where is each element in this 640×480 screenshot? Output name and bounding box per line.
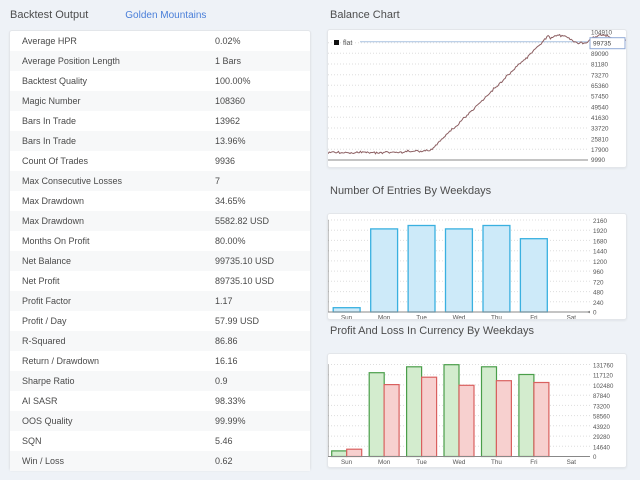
svg-text:1200: 1200 bbox=[593, 258, 608, 265]
svg-text:Thu: Thu bbox=[491, 314, 502, 320]
svg-text:102480: 102480 bbox=[593, 382, 614, 389]
svg-text:960: 960 bbox=[593, 269, 604, 276]
svg-text:Sun: Sun bbox=[341, 459, 353, 466]
svg-text:33720: 33720 bbox=[591, 126, 609, 133]
svg-text:58560: 58560 bbox=[593, 413, 611, 420]
svg-text:Tue: Tue bbox=[416, 314, 427, 320]
svg-text:104910: 104910 bbox=[591, 30, 613, 37]
svg-text:Sat: Sat bbox=[567, 459, 577, 466]
svg-text:14640: 14640 bbox=[593, 444, 611, 451]
svg-text:2160: 2160 bbox=[593, 218, 608, 225]
svg-text:43920: 43920 bbox=[593, 423, 611, 430]
svg-text:49540: 49540 bbox=[591, 104, 609, 111]
svg-text:Mon: Mon bbox=[378, 459, 391, 466]
svg-text:17900: 17900 bbox=[591, 147, 609, 154]
svg-text:89090: 89090 bbox=[591, 51, 609, 58]
svg-text:0: 0 bbox=[593, 454, 597, 461]
svg-text:720: 720 bbox=[593, 279, 604, 286]
svg-text:29280: 29280 bbox=[593, 434, 611, 441]
svg-text:73200: 73200 bbox=[593, 403, 611, 410]
svg-text:1680: 1680 bbox=[593, 238, 608, 245]
svg-text:Wed: Wed bbox=[453, 459, 466, 466]
svg-text:Fri: Fri bbox=[530, 459, 537, 466]
svg-text:81180: 81180 bbox=[591, 62, 609, 69]
svg-text:25810: 25810 bbox=[591, 136, 609, 143]
svg-text:99735: 99735 bbox=[593, 41, 611, 48]
svg-text:Mon: Mon bbox=[378, 314, 391, 320]
svg-text:0: 0 bbox=[593, 309, 597, 316]
svg-text:73270: 73270 bbox=[591, 72, 609, 79]
svg-text:Sun: Sun bbox=[341, 314, 353, 320]
svg-text:Sat: Sat bbox=[567, 314, 577, 320]
svg-text:9990: 9990 bbox=[591, 157, 606, 164]
svg-text:41630: 41630 bbox=[591, 115, 609, 122]
svg-text:240: 240 bbox=[593, 299, 604, 306]
svg-text:57450: 57450 bbox=[591, 94, 609, 101]
svg-text:480: 480 bbox=[593, 289, 604, 296]
svg-text:65360: 65360 bbox=[591, 83, 609, 90]
svg-text:117120: 117120 bbox=[593, 372, 613, 379]
svg-text:1440: 1440 bbox=[593, 248, 608, 255]
svg-text:1920: 1920 bbox=[593, 228, 608, 235]
svg-text:flat: flat bbox=[343, 40, 352, 47]
svg-text:131760: 131760 bbox=[593, 362, 614, 369]
svg-text:Fri: Fri bbox=[530, 314, 537, 320]
svg-text:Thu: Thu bbox=[491, 459, 502, 466]
svg-text:87840: 87840 bbox=[593, 393, 611, 400]
svg-text:Wed: Wed bbox=[453, 314, 466, 320]
svg-text:Tue: Tue bbox=[416, 459, 427, 466]
